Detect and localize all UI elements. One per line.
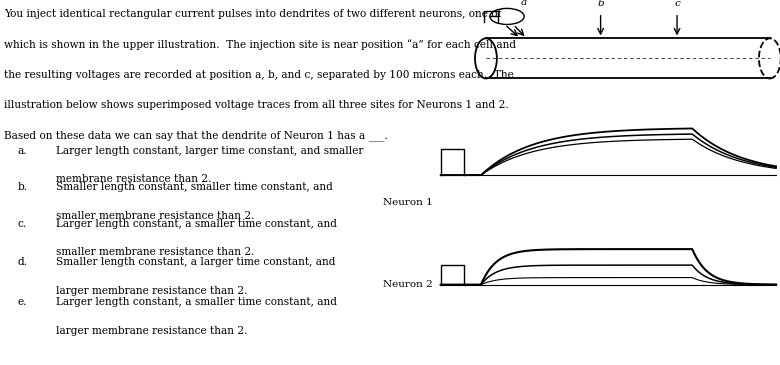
Text: a: a [521,0,527,7]
Text: a.: a. [17,146,27,156]
Text: Neuron 1: Neuron 1 [383,198,433,207]
Text: You inject identical rectangular current pulses into dendrites of two different : You inject identical rectangular current… [4,9,502,19]
Text: larger membrane resistance than 2.: larger membrane resistance than 2. [56,326,248,336]
Text: which is shown in the upper illustration.  The injection site is near position “: which is shown in the upper illustration… [4,39,516,50]
Text: illustration below shows superimposed voltage traces from all three sites for Ne: illustration below shows superimposed vo… [4,100,509,110]
Text: the resulting voltages are recorded at position a, b, and c, separated by 100 mi: the resulting voltages are recorded at p… [4,70,514,80]
Text: Neuron 2: Neuron 2 [383,280,433,289]
Text: e.: e. [17,297,27,307]
Text: membrane resistance than 2.: membrane resistance than 2. [56,174,211,184]
Text: d.: d. [17,257,27,267]
Text: smaller membrane resistance than 2.: smaller membrane resistance than 2. [56,211,254,221]
Text: Based on these data we can say that the dendrite of Neuron 1 has a ___.: Based on these data we can say that the … [4,130,388,141]
Text: b: b [597,0,604,8]
Text: Larger length constant, a smaller time constant, and: Larger length constant, a smaller time c… [56,297,337,307]
Text: Smaller length constant, smaller time constant, and: Smaller length constant, smaller time co… [56,182,333,192]
Text: Larger length constant, larger time constant, and smaller: Larger length constant, larger time cons… [56,146,363,156]
Text: larger membrane resistance than 2.: larger membrane resistance than 2. [56,286,248,296]
Text: Smaller length constant, a larger time constant, and: Smaller length constant, a larger time c… [56,257,335,267]
Text: Larger length constant, a smaller time constant, and: Larger length constant, a smaller time c… [56,219,337,229]
Text: b.: b. [17,182,27,192]
Text: c.: c. [17,219,27,229]
Text: smaller membrane resistance than 2.: smaller membrane resistance than 2. [56,247,254,257]
Text: c: c [674,0,680,8]
